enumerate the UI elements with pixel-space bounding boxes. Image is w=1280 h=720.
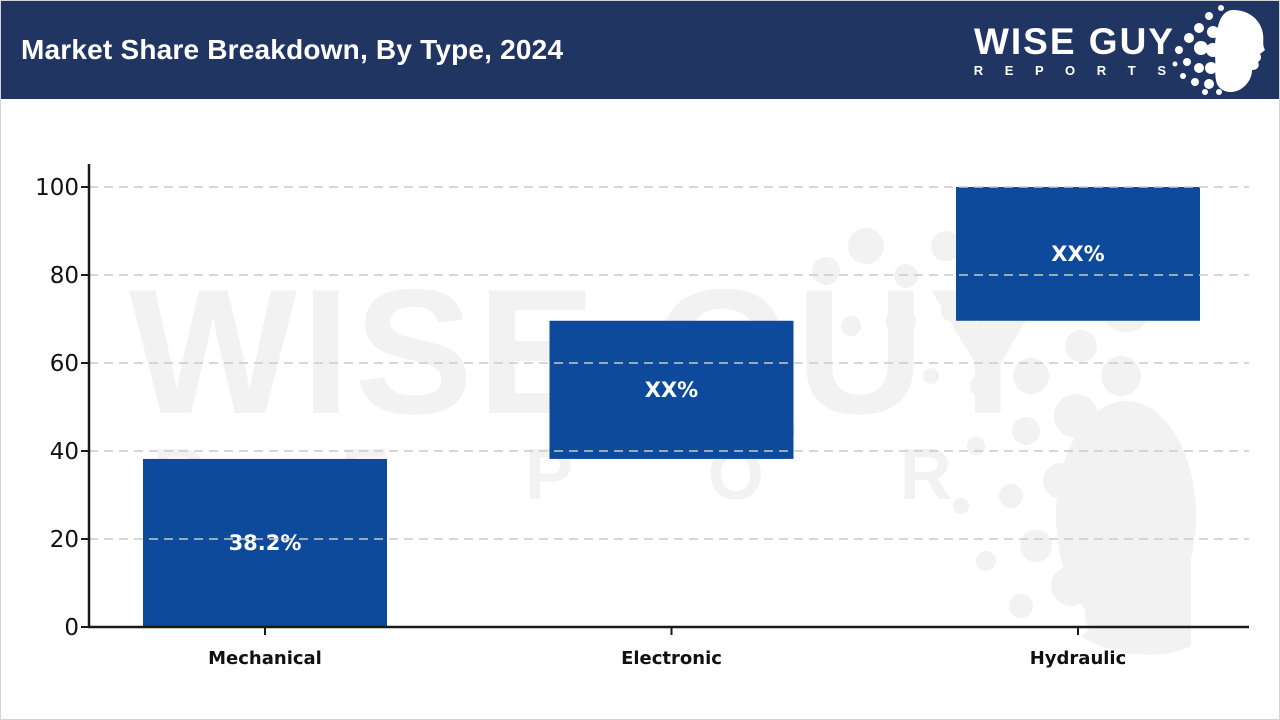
- bar-value-label: XX%: [645, 378, 698, 402]
- y-tick-label: 0: [64, 615, 79, 641]
- logo-face-icon: [1172, 5, 1265, 95]
- logo-wordmark: WISE GUY: [973, 20, 1175, 62]
- y-tick-label: 60: [50, 351, 79, 377]
- x-category-label: Hydraulic: [1030, 648, 1127, 669]
- bar-hydraulic: [956, 187, 1200, 321]
- bar-electronic: [549, 320, 794, 459]
- logo-subtitle: R E P O R T S: [973, 62, 1175, 78]
- y-tick-label: 100: [35, 175, 79, 201]
- header-bar: Market Share Breakdown, By Type, 2024 WI…: [1, 1, 1279, 99]
- bar-value-label: XX%: [1051, 242, 1104, 266]
- y-tick-label: 40: [50, 439, 79, 465]
- y-tick-label: 20: [50, 527, 79, 553]
- x-category-label: Electronic: [621, 648, 722, 669]
- bar-mechanical: [143, 458, 387, 627]
- page-title: Market Share Breakdown, By Type, 2024: [21, 34, 564, 65]
- bar-value-label: 38.2%: [229, 531, 302, 555]
- x-category-label: Mechanical: [208, 648, 322, 669]
- wiseguy-logo: WISE GUY R E P O R T S: [970, 4, 1271, 96]
- logo-text: WISE GUY R E P O R T S: [970, 23, 1175, 78]
- y-tick-label: 80: [50, 263, 79, 289]
